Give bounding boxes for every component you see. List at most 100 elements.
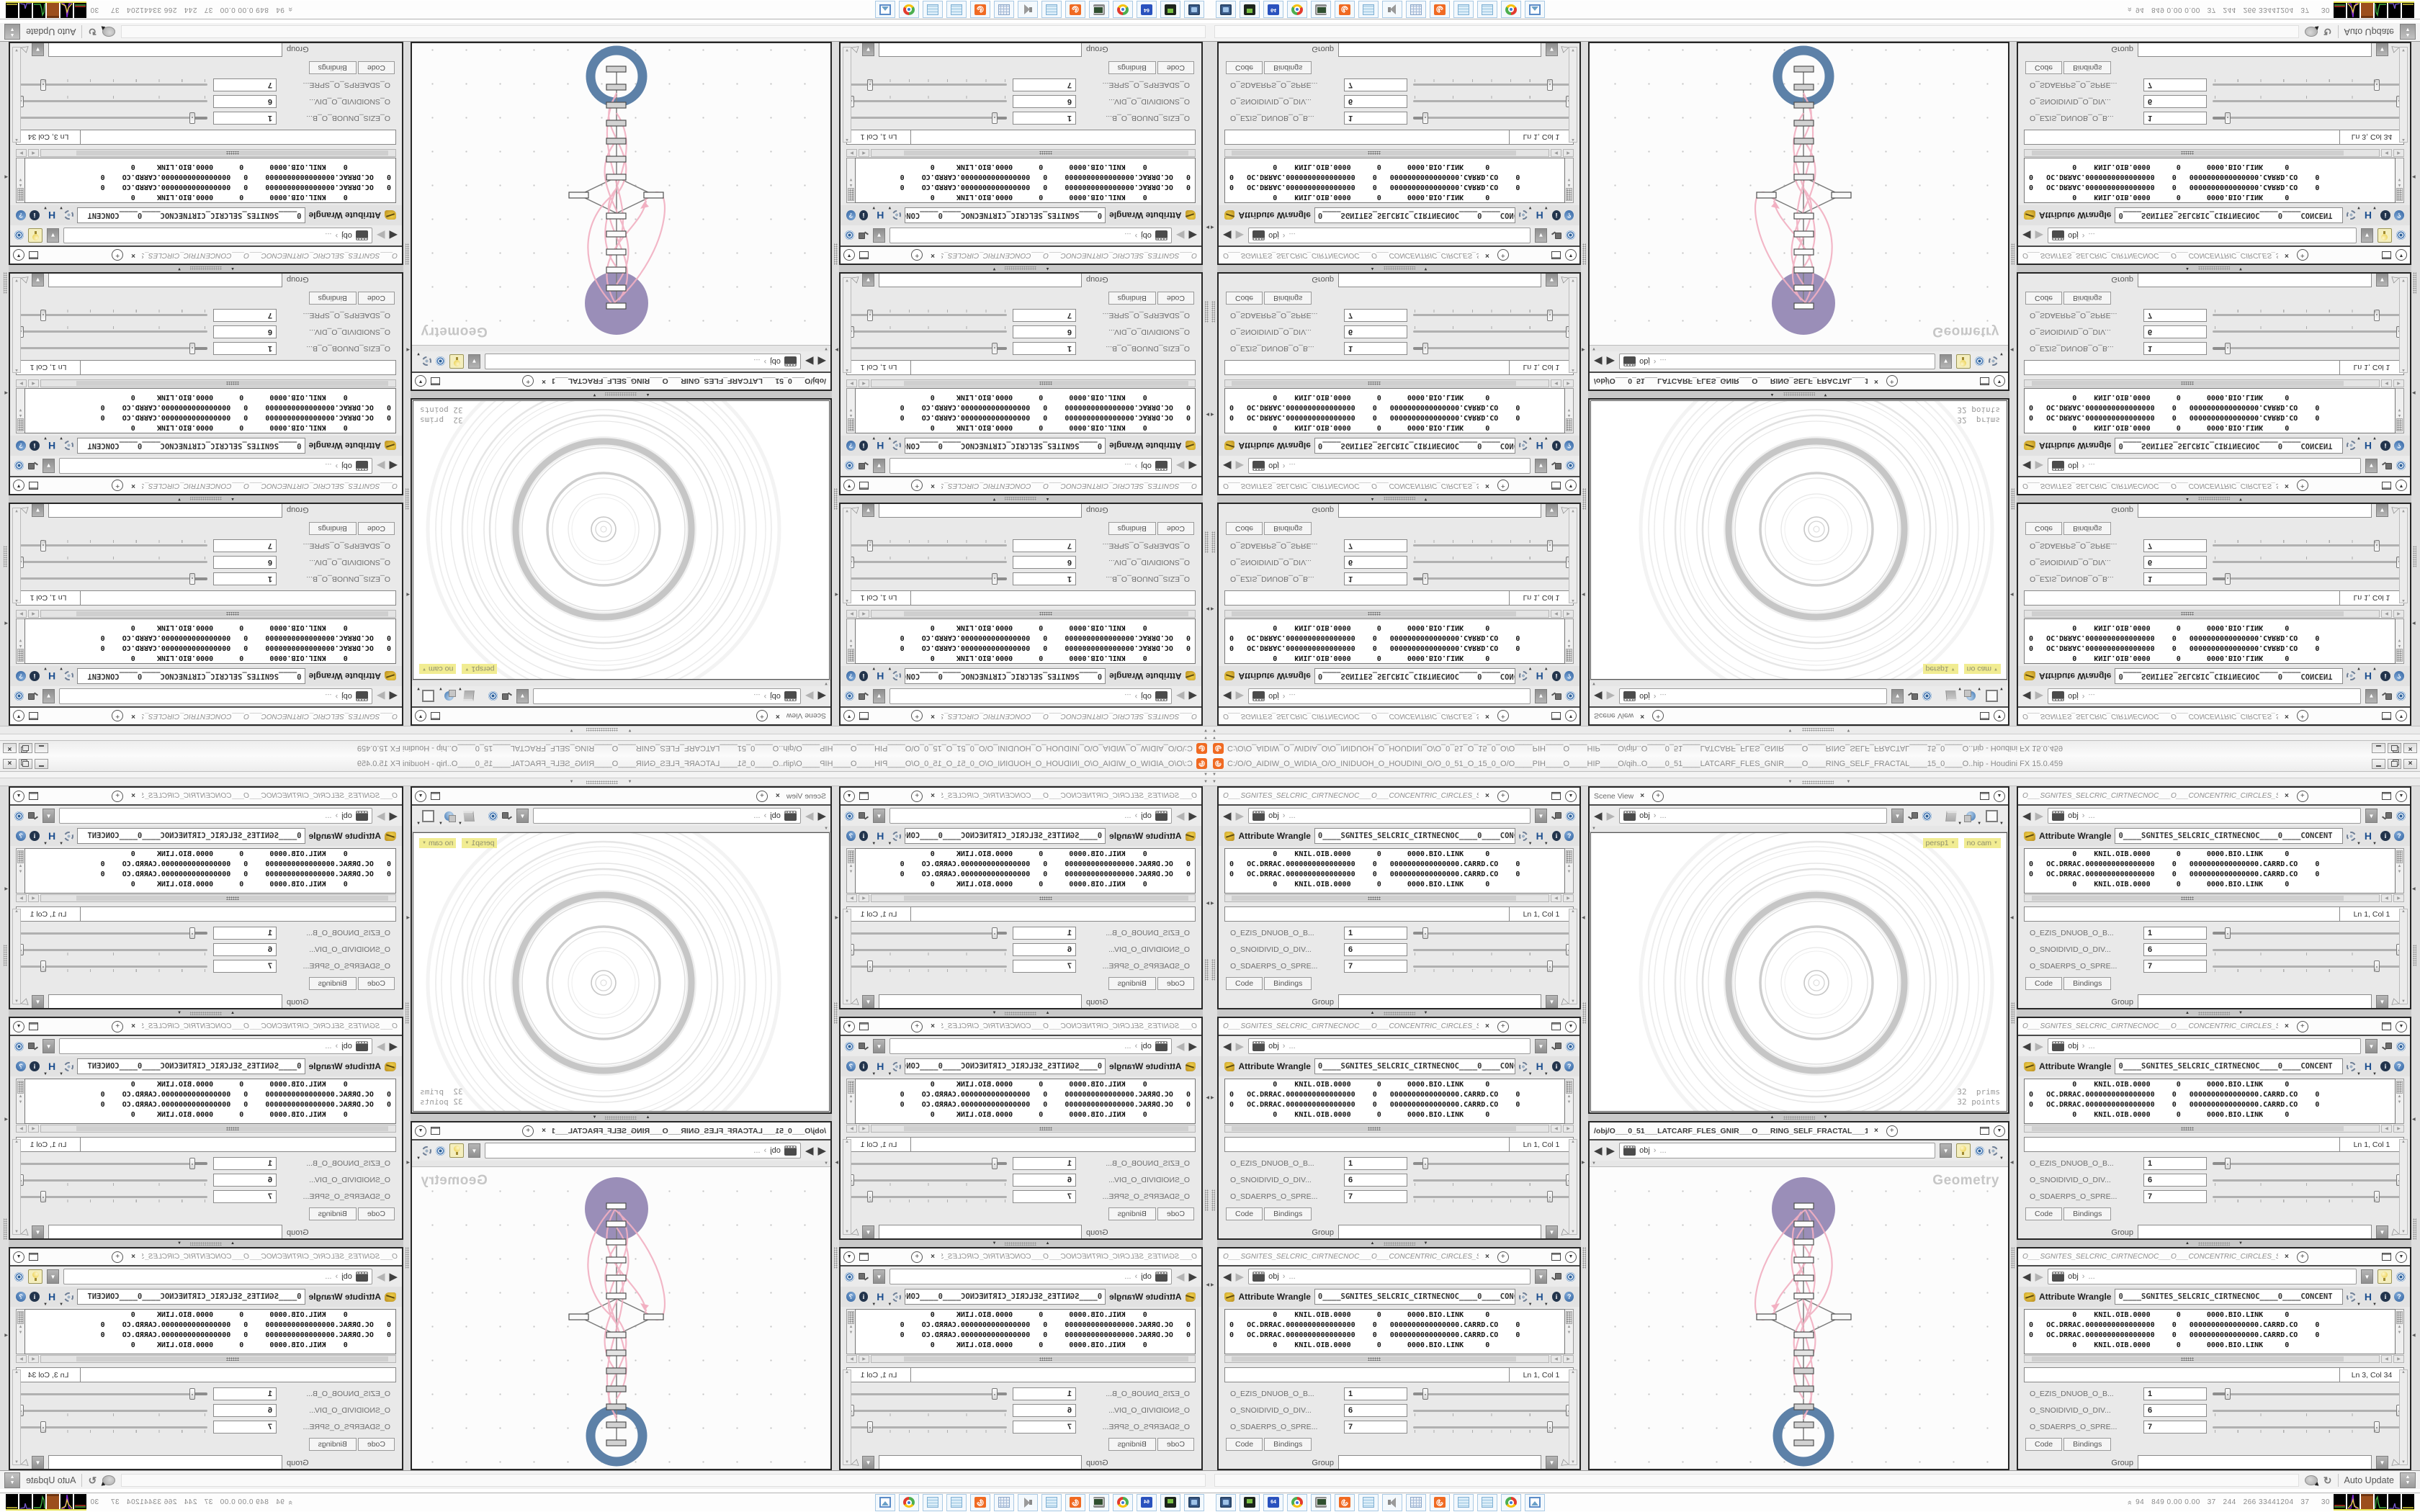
close-tab-icon[interactable]: × bbox=[2285, 712, 2289, 721]
parameter-slider[interactable] bbox=[1413, 960, 1569, 972]
parameter-slider[interactable] bbox=[18, 96, 207, 108]
restore-button[interactable] bbox=[19, 758, 32, 769]
parameter-value-field[interactable]: 6 bbox=[1013, 1403, 1076, 1417]
parameter-value-field[interactable]: 7 bbox=[1344, 78, 1407, 92]
parameter-slider[interactable] bbox=[20, 1421, 207, 1433]
pane-tab[interactable]: O___SGNITES_SELCRIC_CIRTNECNOC___O___CON… bbox=[1223, 482, 1479, 490]
path-dropdown-button[interactable]: ▼ bbox=[467, 354, 480, 369]
splitter-rail[interactable]: ◀ ◀ bbox=[403, 786, 411, 1470]
close-tab-icon[interactable]: × bbox=[1485, 791, 1489, 800]
help-icon[interactable]: ? bbox=[846, 441, 856, 451]
close-tab-icon[interactable]: × bbox=[931, 251, 935, 260]
code-command-field[interactable] bbox=[1224, 130, 1510, 145]
back-icon[interactable]: ◀ bbox=[1188, 690, 1197, 703]
update-mode-menu[interactable]: Auto Update bbox=[26, 1475, 76, 1485]
pin-icon[interactable] bbox=[502, 691, 512, 701]
tab-code[interactable]: Code bbox=[1226, 522, 1263, 535]
pin-icon[interactable] bbox=[2382, 461, 2392, 471]
tab-code[interactable]: Code bbox=[1157, 61, 1194, 74]
new-tab-icon[interactable]: + bbox=[756, 710, 768, 722]
parameter-slider[interactable] bbox=[851, 343, 1007, 355]
info-icon[interactable]: i bbox=[30, 1061, 40, 1071]
close-tab-icon[interactable]: × bbox=[542, 1126, 546, 1135]
viewport-toolbar-collapsed[interactable]: ▼ bbox=[412, 826, 830, 832]
forward-icon[interactable]: ▶ bbox=[1175, 1270, 1185, 1283]
splitter-grip[interactable]: ▼ ▼ bbox=[1788, 780, 1851, 784]
group-field[interactable] bbox=[879, 1455, 1082, 1470]
forward-icon[interactable]: ▶ bbox=[2035, 809, 2044, 822]
vex-code-editor[interactable]: 0 KNIL.OIB.0000 0 0000.BIO.LINK 0 0 OC.D… bbox=[1224, 1309, 1565, 1354]
parameter-slider[interactable] bbox=[2213, 1404, 2402, 1416]
gear-icon[interactable] bbox=[892, 831, 902, 841]
scroll-right-icon[interactable]: ▶ bbox=[1563, 610, 1574, 618]
path-field[interactable]: obj › ... bbox=[889, 458, 1172, 474]
info-icon[interactable]: i bbox=[30, 831, 40, 841]
taskbar-icon-screenshot-tool[interactable] bbox=[1311, 1493, 1331, 1511]
parameter-value-field[interactable]: 7 bbox=[2143, 1420, 2207, 1434]
viewport-toolbar-collapsed[interactable]: ▼ bbox=[412, 680, 830, 686]
splitter-rail[interactable]: ◀ ◀ bbox=[2009, 42, 2017, 726]
close-tab-icon[interactable]: × bbox=[131, 712, 135, 721]
help-icon[interactable]: ? bbox=[2394, 210, 2404, 220]
code-horizontal-scrollbar[interactable] bbox=[40, 894, 396, 902]
close-tab-icon[interactable]: × bbox=[1485, 1252, 1489, 1261]
back-icon[interactable]: ◀ bbox=[389, 809, 398, 822]
back-icon[interactable]: ◀ bbox=[1188, 809, 1197, 822]
network-toolbar-collapsed[interactable]: ▼ bbox=[412, 345, 830, 351]
pane-splitter[interactable]: ▲ ▼ bbox=[9, 1240, 403, 1247]
vex-code-editor[interactable]: 0 KNIL.OIB.0000 0 0000.BIO.LINK 0 0 OC.D… bbox=[855, 158, 1196, 203]
vex-code-editor[interactable]: 0 KNIL.OIB.0000 0 0000.BIO.LINK 0 0 OC.D… bbox=[855, 618, 1196, 664]
code-horizontal-scrollbar[interactable] bbox=[871, 1355, 1196, 1363]
restore-button[interactable] bbox=[19, 743, 32, 754]
parameter-slider[interactable] bbox=[1413, 1157, 1569, 1169]
group-dropdown-button[interactable]: ▼ bbox=[2376, 1225, 2388, 1238]
slider-handle[interactable] bbox=[40, 960, 47, 972]
new-tab-icon[interactable]: + bbox=[911, 480, 923, 492]
new-tab-icon[interactable]: + bbox=[1497, 480, 1509, 492]
maximize-pane-icon[interactable] bbox=[1980, 792, 1989, 800]
maximize-pane-icon[interactable] bbox=[431, 1127, 440, 1135]
help-icon[interactable]: ? bbox=[16, 441, 26, 451]
parameter-slider[interactable] bbox=[1413, 1421, 1569, 1433]
code-command-field[interactable] bbox=[2024, 1137, 2340, 1152]
help-icon[interactable]: ? bbox=[846, 831, 856, 841]
minimize-button[interactable] bbox=[2372, 758, 2385, 769]
pane-tab[interactable]: O___SGNITES_SELCRIC_CIRTNECNOC___O___CON… bbox=[941, 1022, 1197, 1030]
pin-icon[interactable] bbox=[2382, 691, 2392, 701]
path-dropdown-button[interactable]: ▼ bbox=[42, 809, 55, 823]
scroll-left-icon[interactable]: ◀ bbox=[859, 379, 869, 387]
code-command-field[interactable] bbox=[910, 360, 1196, 375]
code-horizontal-scrollbar[interactable] bbox=[1224, 1125, 1549, 1133]
gear-icon[interactable] bbox=[1518, 210, 1528, 220]
node-name-field[interactable]: 0____SGNITES_SELCRIC_CIRTNECNOC____0____… bbox=[1314, 438, 1515, 454]
forward-icon[interactable]: ▶ bbox=[2035, 690, 2044, 703]
parameter-value-field[interactable]: 7 bbox=[1344, 539, 1407, 553]
forward-icon[interactable]: ▶ bbox=[805, 809, 814, 822]
path-field[interactable]: obj › ... bbox=[2048, 228, 2357, 243]
parameter-slider[interactable] bbox=[2213, 1174, 2402, 1186]
tab-code[interactable]: Code bbox=[1226, 1207, 1263, 1220]
code-horizontal-scrollbar[interactable] bbox=[2024, 894, 2380, 902]
path-dropdown-button[interactable]: ▼ bbox=[873, 1039, 885, 1053]
group-dropdown-button[interactable]: ▼ bbox=[2376, 273, 2388, 287]
collapsed-menu-strip[interactable]: ▼ bbox=[0, 734, 1210, 740]
slider-handle[interactable] bbox=[189, 1387, 196, 1400]
path-field[interactable]: obj › ... bbox=[1619, 688, 1888, 704]
scroll-right-icon[interactable]: ▶ bbox=[2393, 1355, 2404, 1363]
close-tab-icon[interactable]: × bbox=[1874, 377, 1878, 386]
help-icon[interactable]: ? bbox=[846, 1061, 856, 1071]
tab-code[interactable]: Code bbox=[1226, 1438, 1263, 1451]
forward-icon[interactable]: ▶ bbox=[376, 1270, 385, 1283]
forward-icon[interactable]: ▶ bbox=[1235, 1040, 1245, 1053]
tray-chevron-icon[interactable]: » bbox=[2125, 1500, 2135, 1505]
group-field[interactable] bbox=[2138, 272, 2372, 287]
slider-handle[interactable] bbox=[991, 112, 998, 125]
pane-tab[interactable]: O___SGNITES_SELCRIC_CIRTNECNOC___O___CON… bbox=[2022, 482, 2278, 490]
forward-icon[interactable]: ▶ bbox=[1606, 809, 1615, 822]
display-geometry-icon[interactable] bbox=[1945, 690, 1957, 702]
gear-icon[interactable] bbox=[2346, 210, 2356, 220]
scroll-left-icon[interactable]: ◀ bbox=[28, 894, 39, 902]
pane-scrollbar[interactable]: ▲ ▼ bbox=[1569, 1369, 1577, 1465]
pane-menu-icon[interactable]: ▼ bbox=[415, 790, 426, 802]
help-icon[interactable]: ? bbox=[1564, 831, 1574, 841]
